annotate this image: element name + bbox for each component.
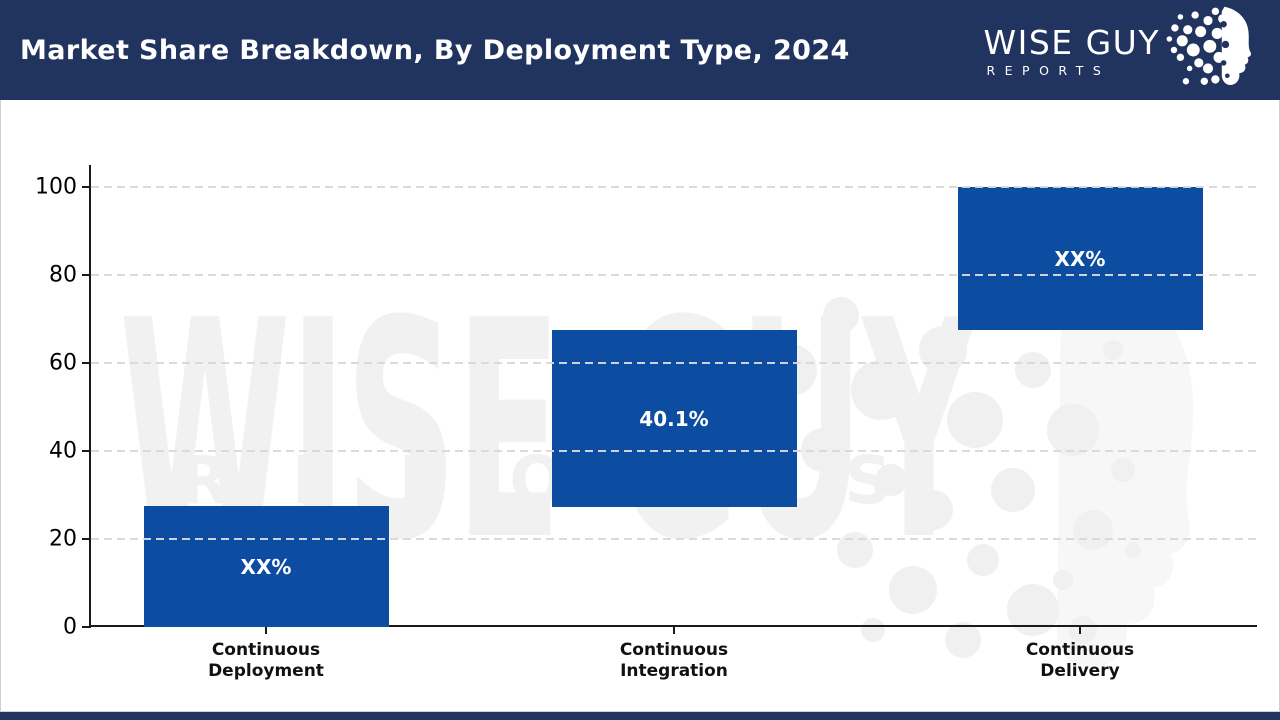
brand-logo: WISE GUY REPORTS <box>983 3 1254 97</box>
y-tick-mark-80 <box>82 274 91 276</box>
bar-continuous-deployment <box>143 506 389 627</box>
bar-value-label: XX% <box>240 554 292 579</box>
brand-logo-text: WISE GUY REPORTS <box>983 23 1160 79</box>
bar-continuous-integration <box>551 330 797 507</box>
y-tick-mark-40 <box>82 450 91 452</box>
x-tick-mark <box>673 625 675 634</box>
x-category-label: Continuous Integration <box>619 640 729 681</box>
bar-value-label: XX% <box>1054 246 1106 271</box>
brand-name: WISE GUY <box>983 23 1160 62</box>
watermark-head-icon <box>765 270 1194 669</box>
page-title: Market Share Breakdown, By Deployment Ty… <box>20 34 850 66</box>
y-tick-mark-0 <box>82 626 91 628</box>
gridline-40 <box>91 450 1257 452</box>
bar-value-label: 40.1% <box>639 406 709 431</box>
x-category-label: Continuous Delivery <box>1025 640 1135 681</box>
y-tick-mark-20 <box>82 538 91 540</box>
chart-panel: WISE GUY REPORTS 020406080100XX%Continuo… <box>0 100 1280 712</box>
gridline-60 <box>91 362 1257 364</box>
y-tick-mark-100 <box>82 186 91 188</box>
y-tick-label-40: 40 <box>49 438 77 464</box>
y-tick-label-20: 20 <box>49 526 77 552</box>
y-tick-label-100: 100 <box>35 174 77 200</box>
brand-subtitle: REPORTS <box>986 63 1111 78</box>
x-tick-mark <box>265 625 267 634</box>
bar-continuous-delivery <box>957 187 1203 331</box>
footer-bar <box>0 712 1280 720</box>
header: Market Share Breakdown, By Deployment Ty… <box>0 0 1280 100</box>
plot-area: 0 20 40 60 80 100 XX% Continuous Deployment 40.1%… <box>35 165 1257 681</box>
y-tick-label-60: 60 <box>49 350 77 376</box>
y-tick-label-0: 0 <box>63 614 77 640</box>
x-category-label: Continuous Deployment <box>208 640 324 681</box>
gridline-20 <box>91 538 1257 540</box>
dotted-head-icon <box>1166 6 1252 85</box>
gridline-100 <box>91 186 1257 188</box>
gridline-80 <box>91 274 1257 276</box>
y-tick-label-80: 80 <box>49 262 77 288</box>
x-tick-mark <box>1079 625 1081 634</box>
y-tick-mark-60 <box>82 362 91 364</box>
